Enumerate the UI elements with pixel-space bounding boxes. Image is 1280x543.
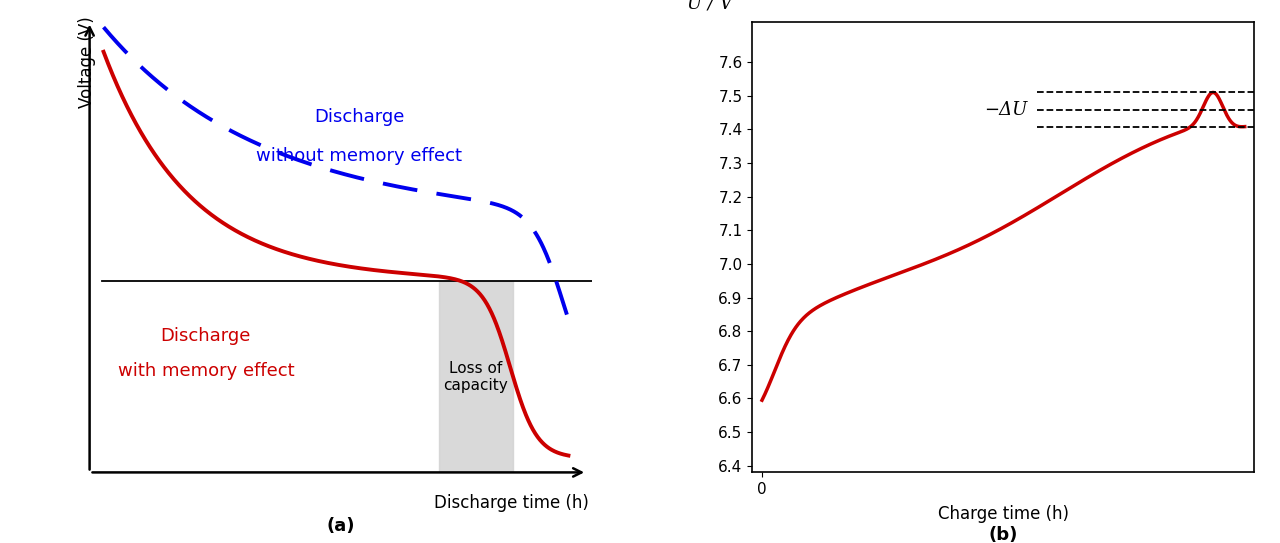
Text: Discharge: Discharge xyxy=(314,108,404,127)
Text: Discharge: Discharge xyxy=(160,327,251,345)
Text: Discharge time (h): Discharge time (h) xyxy=(434,494,589,512)
Text: (b): (b) xyxy=(988,527,1018,543)
Text: (a): (a) xyxy=(326,517,355,535)
Text: Loss of
capacity: Loss of capacity xyxy=(443,361,508,393)
Text: with memory effect: with memory effect xyxy=(118,362,294,380)
Text: U / V: U / V xyxy=(687,0,733,12)
Text: −ΔU: −ΔU xyxy=(984,100,1028,118)
Text: Voltage (V): Voltage (V) xyxy=(78,16,96,108)
X-axis label: Charge time (h): Charge time (h) xyxy=(938,506,1069,523)
Text: without memory effect: without memory effect xyxy=(256,147,462,165)
